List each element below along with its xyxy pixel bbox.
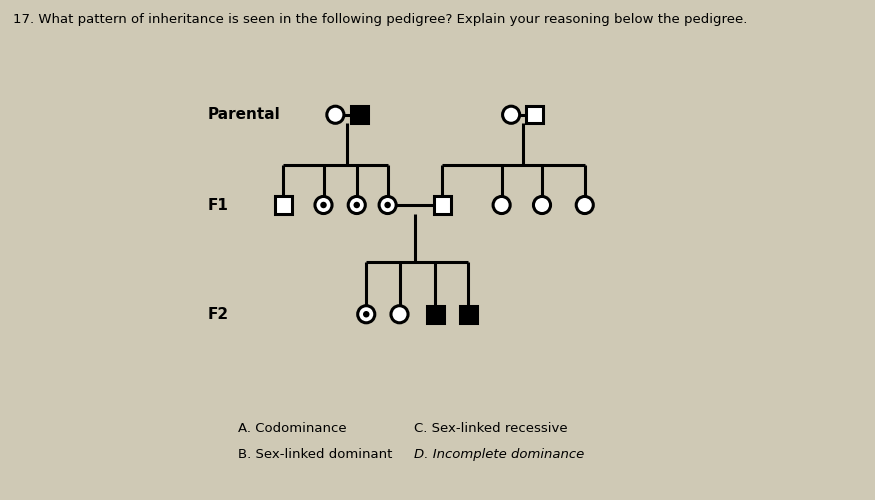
Text: 17. What pattern of inheritance is seen in the following pedigree? Explain your : 17. What pattern of inheritance is seen … [13,12,747,26]
Circle shape [379,196,396,214]
Circle shape [502,106,520,124]
Circle shape [348,196,365,214]
Bar [275,196,291,214]
Circle shape [534,196,550,214]
Text: C. Sex-linked recessive: C. Sex-linked recessive [414,422,567,434]
Circle shape [363,311,369,318]
Circle shape [577,196,593,214]
Circle shape [315,196,332,214]
Bar [434,196,451,214]
Text: D. Incomplete dominance: D. Incomplete dominance [414,448,584,461]
Text: Parental: Parental [207,108,280,122]
Text: F2: F2 [207,306,228,322]
Bar [460,306,477,323]
Circle shape [320,202,326,208]
Circle shape [493,196,510,214]
Bar [527,106,543,124]
Bar [427,306,444,323]
Text: B. Sex-linked dominant: B. Sex-linked dominant [238,448,392,461]
Circle shape [384,202,391,208]
Text: A. Codominance: A. Codominance [238,422,346,434]
Circle shape [358,306,374,323]
Bar [351,106,367,124]
Circle shape [327,106,344,124]
Text: F1: F1 [207,198,228,212]
Circle shape [391,306,408,323]
Circle shape [354,202,360,208]
